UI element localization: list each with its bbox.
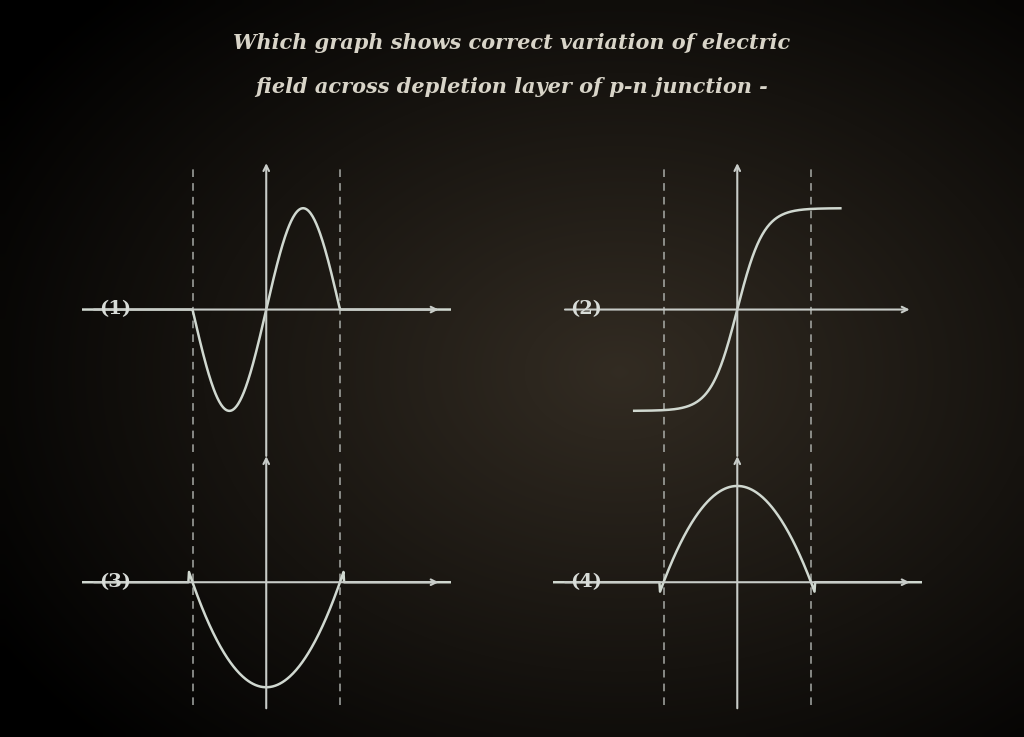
Text: (4): (4) [570,573,602,591]
Text: (2): (2) [570,301,602,318]
Text: (1): (1) [99,301,131,318]
Text: Which graph shows correct variation of electric: Which graph shows correct variation of e… [233,33,791,53]
Text: field across depletion layer of p-n junction -: field across depletion layer of p-n junc… [256,77,768,97]
Text: (3): (3) [99,573,131,591]
